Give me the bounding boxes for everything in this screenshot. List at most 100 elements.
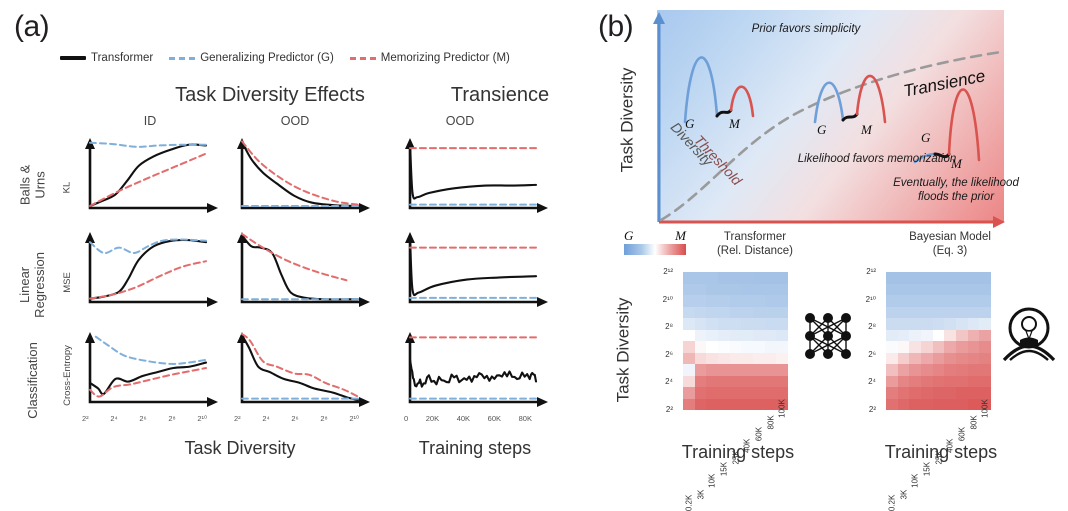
row-label-balls-urns: Balls & Urns bbox=[17, 164, 47, 206]
series-transformer bbox=[240, 140, 360, 208]
heatmap-cell bbox=[694, 398, 707, 410]
column-subtitle-ood-1: OOD bbox=[280, 114, 310, 128]
plot-svg bbox=[405, 332, 548, 407]
mini-plot-balls-id bbox=[80, 136, 220, 218]
heatmap-cell bbox=[764, 306, 777, 318]
heatmap-cell bbox=[764, 272, 777, 284]
x-tick: 2⁶ bbox=[291, 414, 299, 423]
heatmap-cell bbox=[944, 306, 956, 318]
legend-label-transformer: Transformer bbox=[91, 52, 154, 64]
x-tick: 60K bbox=[487, 414, 502, 423]
heatmap-cell bbox=[706, 387, 718, 399]
legend-label-generalizing: Generalizing Predictor (G) bbox=[200, 52, 334, 64]
heatmap-cell bbox=[694, 387, 707, 399]
heatmap-cell bbox=[944, 272, 956, 284]
xticks-diversity-col1: 2² 2⁴ 2⁶ 2⁸ 2¹⁰ bbox=[82, 414, 207, 423]
heatmap-cell bbox=[764, 318, 777, 330]
heatmap-cell bbox=[909, 306, 921, 318]
heatmap-cell bbox=[683, 329, 695, 341]
x-tick: 40K bbox=[456, 414, 471, 423]
heatmap-cell bbox=[932, 272, 945, 284]
heatmap-cell bbox=[921, 283, 933, 295]
row-label-linear-regression: Linear Regression bbox=[17, 252, 48, 318]
heatmap-cell bbox=[683, 341, 695, 353]
series-transformer bbox=[240, 334, 360, 402]
heatmap-cell bbox=[706, 329, 718, 341]
heatmap-cell bbox=[741, 375, 753, 387]
heatmap-cell bbox=[886, 329, 898, 341]
legend-item-transformer: Transformer bbox=[60, 52, 153, 64]
x-tick: 80K bbox=[518, 414, 532, 423]
x-tick: 2⁴ bbox=[110, 414, 118, 423]
heatmap-cell bbox=[706, 352, 718, 364]
mini-plot-class-id bbox=[80, 330, 220, 412]
heatmap-cell bbox=[753, 295, 765, 307]
heatmap-cell bbox=[944, 398, 956, 410]
heatmap-cell bbox=[683, 398, 695, 410]
heatmap-cell bbox=[753, 306, 765, 318]
heatmap-cell bbox=[706, 295, 718, 307]
heatmap-cell bbox=[718, 329, 730, 341]
heatmap-ylabel: Task Diversity bbox=[613, 297, 633, 403]
heatmap-cell bbox=[683, 272, 695, 284]
heatmap-cell bbox=[897, 375, 910, 387]
heatmap-cell bbox=[932, 398, 945, 410]
heatmap-cell bbox=[729, 318, 742, 330]
x-tick: 20K bbox=[425, 414, 440, 423]
heatmap-x-tick: 60K bbox=[957, 426, 967, 442]
legend: Transformer Generalizing Predictor (G) M… bbox=[60, 52, 510, 64]
heatmap-title-bayesian: Bayesian Model (Eq. 3) bbox=[885, 230, 1015, 259]
series-generalizing-predictor-g bbox=[94, 335, 207, 365]
heatmap-cell bbox=[776, 329, 788, 341]
plot-svg bbox=[237, 232, 370, 307]
heatmap-cell bbox=[683, 295, 695, 307]
heatmap-cell bbox=[944, 352, 956, 364]
heatmap-x-tick: 100K bbox=[778, 399, 787, 418]
heatmap-cell bbox=[886, 318, 898, 330]
heatmap-cell bbox=[979, 352, 991, 364]
heatmap-cell bbox=[729, 329, 742, 341]
heatmap-cell bbox=[694, 283, 707, 295]
xticks-steps-col3: 0 20K 40K 60K 80K bbox=[404, 414, 532, 423]
heatmap-cell bbox=[897, 364, 910, 376]
heatmap-xlabel-2: Training steps bbox=[884, 442, 998, 462]
heatmap-cell bbox=[956, 272, 968, 284]
heatmap-cell bbox=[932, 387, 945, 399]
heatmap-cell bbox=[956, 341, 968, 353]
heatmap-cell bbox=[921, 318, 933, 330]
series-memorizing-predictor-m bbox=[241, 233, 348, 282]
heatmap-cell bbox=[706, 318, 718, 330]
heatmap-cell bbox=[729, 295, 742, 307]
heatmap-cell bbox=[956, 364, 968, 376]
heatmap-y-tick: 2¹² bbox=[663, 267, 673, 276]
heatmap-cell bbox=[921, 272, 933, 284]
heatmap-cell bbox=[718, 364, 730, 376]
heatmap-cell bbox=[932, 341, 945, 353]
heatmap-cell bbox=[979, 306, 991, 318]
heatmap-cell bbox=[764, 375, 777, 387]
heatmap-cell bbox=[967, 283, 980, 295]
conceptual-overlay-svg bbox=[653, 12, 1005, 228]
heatmap-cell bbox=[683, 352, 695, 364]
heatmap-cell bbox=[921, 398, 933, 410]
heatmap-cell bbox=[897, 318, 910, 330]
heatmap-cell bbox=[909, 318, 921, 330]
metric-label-cross-entropy-wrap: Cross-Entropy bbox=[56, 340, 78, 410]
group-title-task-diversity-effects: Task Diversity Effects bbox=[175, 84, 365, 106]
series-memorizing-predictor-m bbox=[89, 367, 207, 398]
heatmap-y-tick: 2¹⁰ bbox=[865, 294, 876, 304]
heatmap-cell bbox=[886, 295, 898, 307]
axis-title-task-diversity: Task Diversity bbox=[184, 438, 296, 458]
heatmap-cell bbox=[979, 375, 991, 387]
series-generalizing-predictor-g bbox=[89, 141, 207, 148]
heatmap-cell bbox=[909, 295, 921, 307]
panel-b-ylabel-wrap: Task Diversity bbox=[612, 60, 642, 180]
legend-label-memorizing: Memorizing Predictor (M) bbox=[380, 52, 510, 64]
plot-svg bbox=[85, 138, 218, 213]
heatmap-cell bbox=[718, 398, 730, 410]
heatmap-ylabel-wrap: Task Diversity bbox=[608, 290, 638, 410]
heatmap-cell bbox=[764, 329, 777, 341]
series-memorizing-predictor-m bbox=[241, 333, 359, 398]
dashed-blue-line-icon bbox=[169, 56, 196, 60]
heatmap-cell bbox=[944, 295, 956, 307]
